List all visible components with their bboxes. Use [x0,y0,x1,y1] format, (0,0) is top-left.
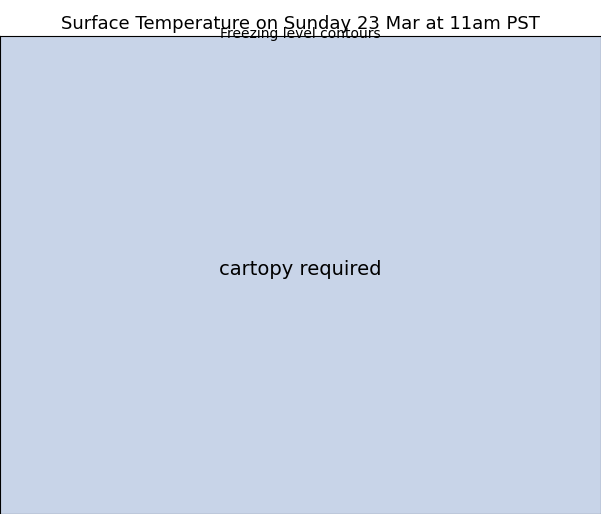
Text: Surface Temperature on Sunday 23 Mar at 11am PST: Surface Temperature on Sunday 23 Mar at … [61,15,540,33]
Text: cartopy required: cartopy required [219,260,382,279]
Text: Freezing level contours: Freezing level contours [220,27,381,41]
